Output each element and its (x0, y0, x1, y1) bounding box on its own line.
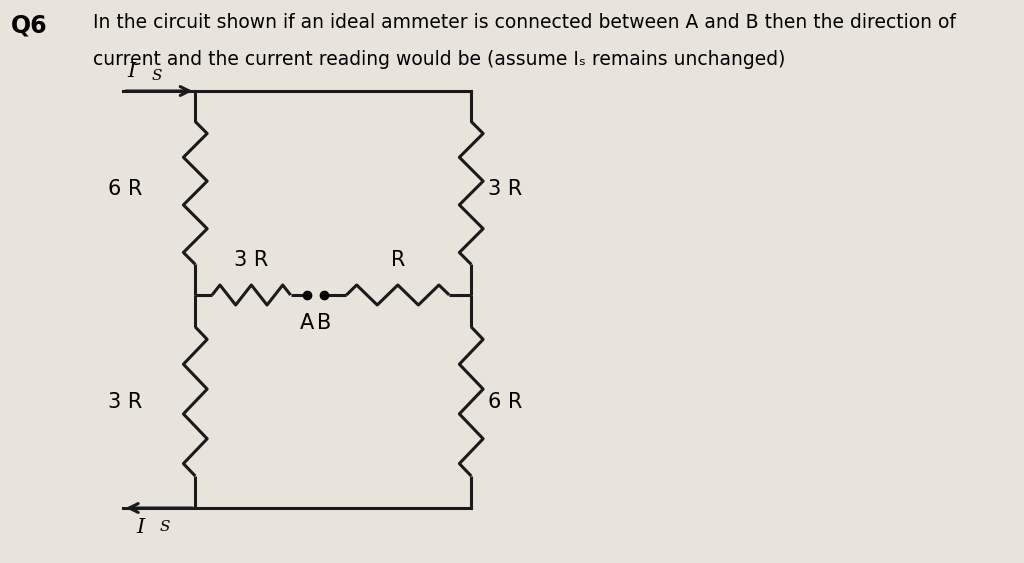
Text: current and the current reading would be (assume Iₛ remains unchanged): current and the current reading would be… (93, 50, 785, 69)
Text: 3 R: 3 R (109, 391, 142, 412)
Text: 3 R: 3 R (234, 250, 268, 270)
Text: Q6: Q6 (11, 13, 48, 37)
Text: R: R (390, 250, 404, 270)
Text: In the circuit shown if an ideal ammeter is connected between A and B then the d: In the circuit shown if an ideal ammeter… (93, 13, 956, 32)
Text: 3 R: 3 R (488, 179, 522, 199)
Text: I: I (136, 518, 144, 537)
Text: 6 R: 6 R (488, 391, 522, 412)
Text: A: A (300, 313, 314, 333)
Text: I: I (127, 62, 135, 81)
Text: S: S (160, 520, 170, 534)
Text: S: S (152, 69, 162, 83)
Text: 6 R: 6 R (109, 179, 142, 199)
Text: B: B (317, 313, 332, 333)
